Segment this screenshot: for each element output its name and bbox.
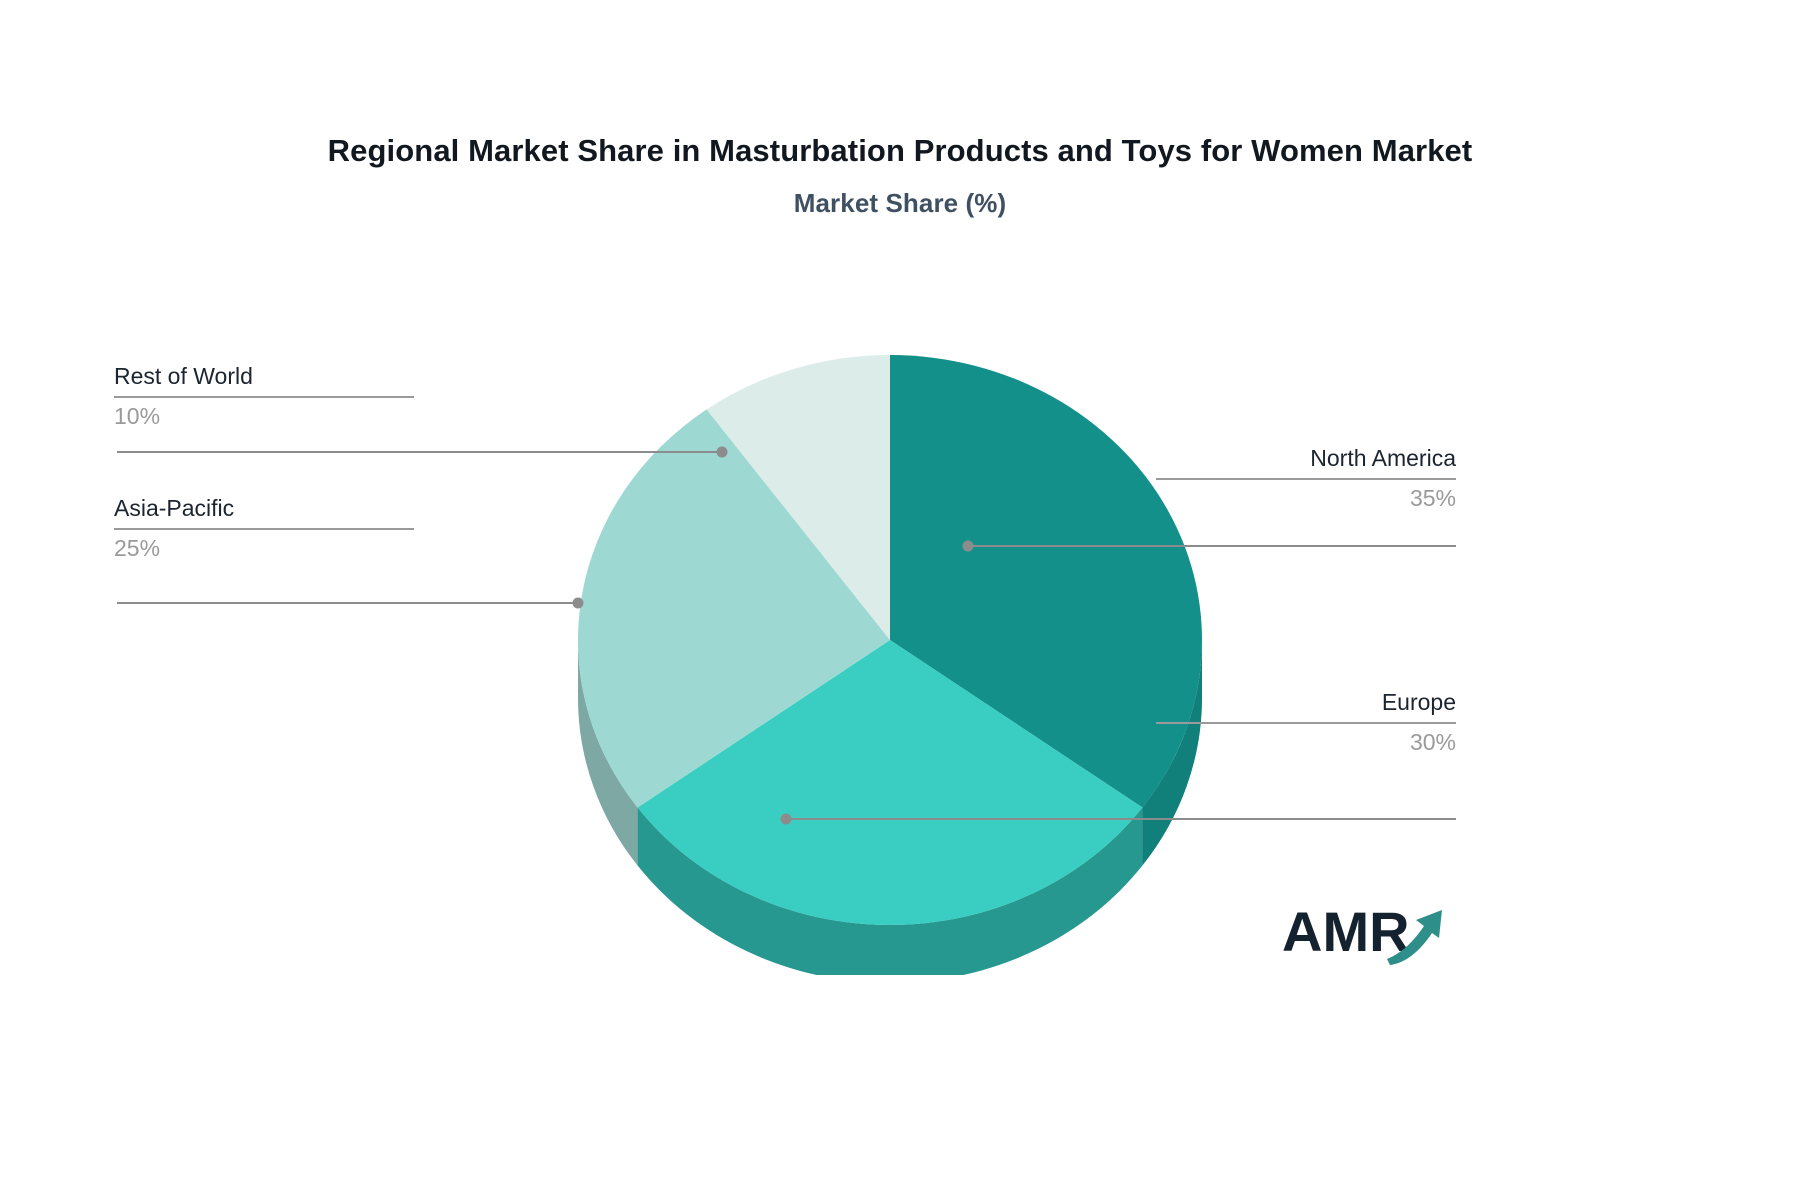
growth-arrow-icon bbox=[1387, 910, 1442, 965]
pie-slice-rest-of-world[interactable] bbox=[706, 355, 890, 640]
callout-europe[interactable]: Europe 30% bbox=[1156, 688, 1456, 757]
callout-label-north-america: North America bbox=[1310, 445, 1456, 471]
callout-divider bbox=[114, 395, 414, 398]
leader-asia-pacific bbox=[117, 597, 584, 609]
callout-divider bbox=[1156, 721, 1456, 724]
callout-value-north-america: 35% bbox=[1409, 484, 1456, 511]
callout-value-europe: 30% bbox=[1409, 728, 1456, 755]
amr-logo-text: AMR bbox=[1282, 900, 1410, 963]
amr-logo: AMR bbox=[1282, 900, 1442, 965]
callout-rest-of-world[interactable]: Rest of World 10% bbox=[114, 362, 414, 431]
callout-asia-pacific[interactable]: Asia-Pacific 25% bbox=[114, 494, 414, 563]
slice-side-asia-pacific bbox=[578, 640, 638, 866]
callout-divider bbox=[1156, 477, 1456, 480]
page-title: Regional Market Share in Masturbation Pr… bbox=[327, 133, 1473, 168]
callout-divider bbox=[114, 527, 414, 530]
pie-slice-europe[interactable] bbox=[637, 640, 1143, 925]
pie-3d-side-walls bbox=[578, 640, 1202, 975]
slice-side-europe bbox=[637, 807, 1143, 975]
callout-label-asia-pacific: Asia-Pacific bbox=[114, 495, 235, 521]
callout-north-america[interactable]: North America 35% bbox=[1156, 444, 1456, 513]
chart-subtitle: Market Share (%) bbox=[793, 188, 1007, 218]
callout-label-rest-of-world: Rest of World bbox=[114, 363, 253, 389]
callout-value-asia-pacific: 25% bbox=[114, 534, 161, 561]
callout-value-rest-of-world: 10% bbox=[114, 402, 161, 429]
pie-chart bbox=[560, 355, 1220, 975]
pie-slice-north-america[interactable] bbox=[890, 355, 1202, 808]
pie-top-face bbox=[578, 355, 1202, 925]
pie-slice-asia-pacific[interactable] bbox=[578, 409, 890, 808]
callout-label-europe: Europe bbox=[1381, 689, 1456, 715]
pie-chart-svg bbox=[578, 355, 1202, 975]
slice-side-north-america bbox=[1142, 640, 1202, 866]
